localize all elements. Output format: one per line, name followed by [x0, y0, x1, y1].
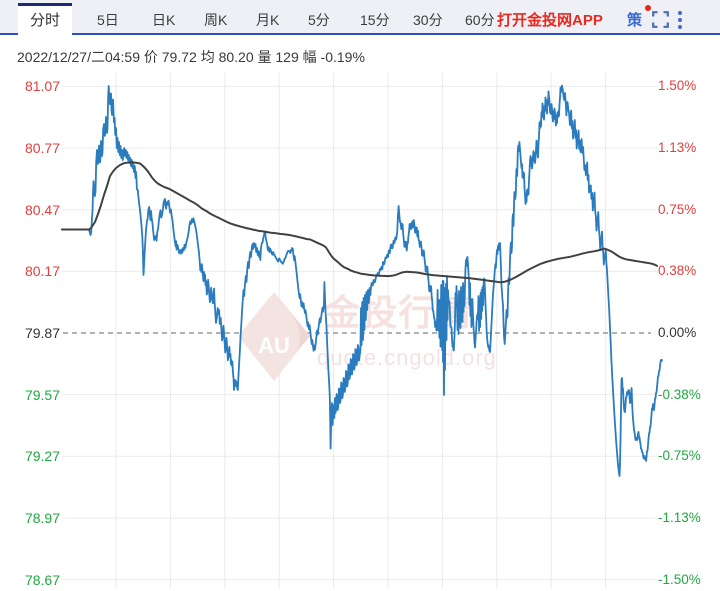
- svg-text:AU: AU: [258, 333, 290, 358]
- svg-text:quote.cngold.org: quote.cngold.org: [317, 345, 497, 370]
